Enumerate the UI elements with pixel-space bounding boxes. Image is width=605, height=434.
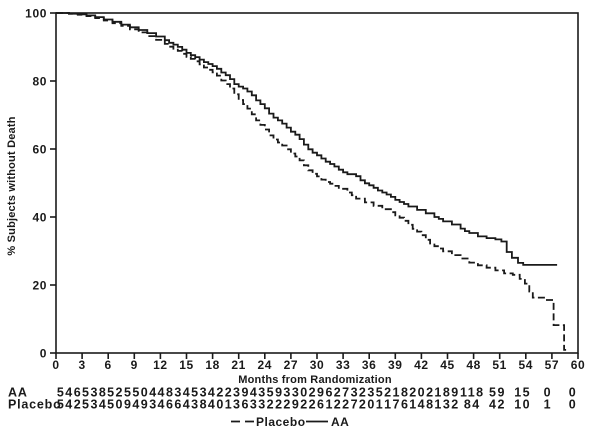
risk-value-placebo: 201 bbox=[359, 398, 384, 412]
risk-value-aa: 525 bbox=[107, 386, 132, 400]
risk-value-aa: 0 bbox=[544, 386, 552, 400]
risk-value-placebo: 466 bbox=[158, 398, 183, 412]
risk-value-placebo: 401 bbox=[208, 398, 233, 412]
risk-value-placebo: 84 bbox=[464, 398, 481, 412]
risk-value-aa: 422 bbox=[208, 386, 233, 400]
risk-value-aa: 235 bbox=[359, 386, 384, 400]
legend: Placebo AA bbox=[231, 415, 349, 429]
risk-value-placebo: 0 bbox=[569, 398, 577, 412]
x-axis-tick-label: 48 bbox=[466, 358, 481, 372]
risk-value-aa: 394 bbox=[233, 386, 258, 400]
legend-aa-label: AA bbox=[331, 415, 349, 429]
risk-value-aa: 218 bbox=[384, 386, 409, 400]
x-axis-tick-label: 27 bbox=[284, 358, 299, 372]
risk-value-placebo: 132 bbox=[434, 398, 459, 412]
x-axis-tick-label: 3 bbox=[78, 358, 85, 372]
aa-survival-curve bbox=[56, 12, 558, 266]
legend-placebo-label: Placebo bbox=[256, 415, 306, 429]
x-axis-tick-label: 30 bbox=[310, 358, 325, 372]
risk-value-aa: 296 bbox=[309, 386, 334, 400]
risk-value-aa: 189 bbox=[434, 386, 459, 400]
risk-row-label-placebo: Placebo bbox=[8, 398, 62, 412]
x-axis-tick-label: 6 bbox=[105, 358, 112, 372]
risk-value-placebo: 363 bbox=[233, 398, 258, 412]
x-axis-ticks: 0 3 6 9 12 15 18 21 24 27 30 33 36 39 42 45 48 51 54 57 60 bbox=[52, 353, 585, 372]
y-axis-tick-label: 60 bbox=[32, 143, 47, 157]
x-axis-tick-label: 60 bbox=[571, 358, 586, 372]
y-axis-title: % Subjects without Death bbox=[6, 116, 18, 255]
x-axis-tick-label: 15 bbox=[179, 358, 194, 372]
risk-value-placebo: 227 bbox=[334, 398, 359, 412]
x-axis-tick-label: 42 bbox=[414, 358, 429, 372]
x-axis-tick-label: 21 bbox=[231, 358, 246, 372]
risk-value-placebo: 148 bbox=[409, 398, 434, 412]
y-axis-tick-label: 100 bbox=[25, 7, 47, 21]
x-axis-tick-label: 18 bbox=[205, 358, 220, 372]
risk-value-aa: 504 bbox=[132, 386, 157, 400]
risk-value-placebo: 322 bbox=[258, 398, 283, 412]
risk-value-placebo: 534 bbox=[82, 398, 107, 412]
risk-value-aa: 118 bbox=[460, 386, 485, 400]
x-axis-tick-label: 51 bbox=[492, 358, 507, 372]
risk-value-placebo: 493 bbox=[132, 398, 157, 412]
x-axis-tick-label: 0 bbox=[52, 358, 59, 372]
risk-row-label-aa: AA bbox=[8, 386, 28, 400]
x-axis-tick-label: 45 bbox=[440, 358, 455, 372]
plot-border bbox=[55, 12, 579, 354]
x-axis-tick-label: 57 bbox=[545, 358, 560, 372]
x-axis-title: Months from Randomization bbox=[238, 374, 392, 386]
risk-value-aa: 483 bbox=[158, 386, 183, 400]
y-axis-tick-label: 80 bbox=[32, 75, 47, 89]
risk-value-aa: 359 bbox=[258, 386, 283, 400]
y-axis-tick-label: 40 bbox=[32, 211, 47, 225]
x-axis-tick-label: 39 bbox=[388, 358, 403, 372]
y-axis-tick-label: 0 bbox=[40, 347, 47, 361]
risk-values: 546 538 525 504 483 453 422 394 359 330 296 273 235 2… bbox=[57, 386, 577, 412]
risk-value-placebo: 292 bbox=[283, 398, 308, 412]
risk-value-aa: 538 bbox=[82, 386, 107, 400]
risk-value-aa: 202 bbox=[409, 386, 434, 400]
y-axis-tick-label: 20 bbox=[32, 279, 47, 293]
risk-value-placebo: 10 bbox=[514, 398, 531, 412]
x-axis-tick-label: 36 bbox=[362, 358, 377, 372]
risk-value-placebo: 542 bbox=[57, 398, 82, 412]
risk-value-placebo: 1 bbox=[544, 398, 552, 412]
risk-value-aa: 330 bbox=[283, 386, 308, 400]
placebo-survival-curve bbox=[56, 12, 567, 351]
risk-value-aa: 15 bbox=[514, 386, 531, 400]
risk-value-aa: 453 bbox=[183, 386, 208, 400]
risk-value-placebo: 261 bbox=[309, 398, 334, 412]
y-axis-ticks: 0 20 40 60 80 100 bbox=[25, 7, 56, 361]
x-axis-tick-label: 24 bbox=[258, 358, 273, 372]
risk-value-placebo: 509 bbox=[107, 398, 132, 412]
x-axis-tick-label: 12 bbox=[153, 358, 168, 372]
risk-value-aa: 546 bbox=[57, 386, 82, 400]
risk-value-placebo: 176 bbox=[384, 398, 409, 412]
survival-curves bbox=[56, 12, 567, 351]
x-axis-tick-label: 9 bbox=[131, 358, 138, 372]
risk-value-placebo: 438 bbox=[183, 398, 208, 412]
x-axis-tick-label: 33 bbox=[336, 358, 351, 372]
risk-value-aa: 0 bbox=[569, 386, 577, 400]
risk-value-placebo: 42 bbox=[489, 398, 506, 412]
number-at-risk-table: AA Placebo 546 538 525 504 483 453 422 394 359 33… bbox=[8, 386, 577, 412]
risk-value-aa: 59 bbox=[489, 386, 506, 400]
x-axis-tick-label: 54 bbox=[519, 358, 534, 372]
risk-value-aa: 273 bbox=[334, 386, 359, 400]
